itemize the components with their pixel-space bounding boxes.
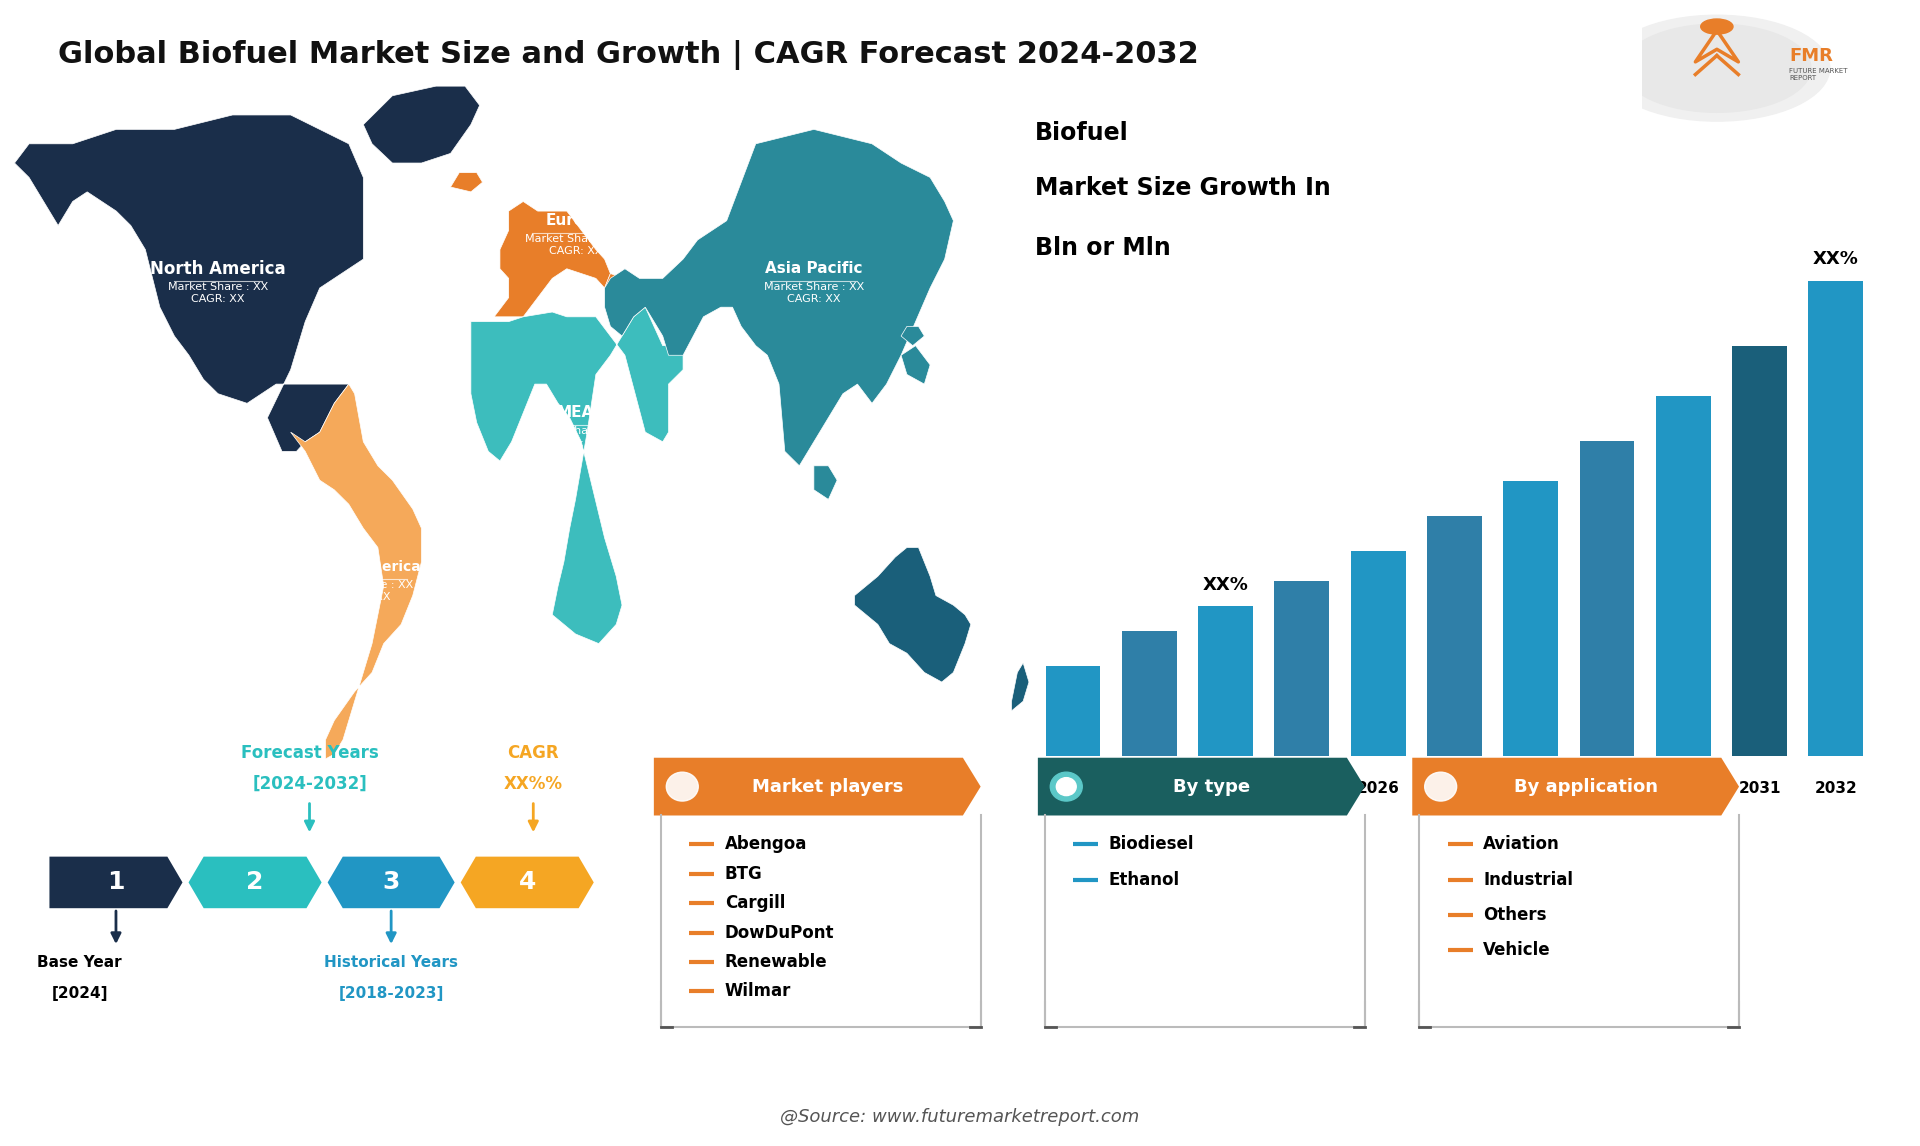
Bar: [1198, 606, 1254, 756]
Text: Others: Others: [1484, 906, 1548, 924]
Text: Forecast Years: Forecast Years: [240, 745, 378, 762]
Polygon shape: [15, 115, 363, 452]
Circle shape: [1050, 772, 1083, 801]
Circle shape: [666, 772, 699, 801]
Text: DowDuPont: DowDuPont: [726, 924, 835, 942]
Text: Market Share : XX
CAGR: XX: Market Share : XX CAGR: XX: [167, 282, 269, 304]
Text: 2025: 2025: [1281, 782, 1323, 796]
Text: Global Biofuel Market Size and Growth | CAGR Forecast 2024-2032: Global Biofuel Market Size and Growth | …: [58, 40, 1198, 70]
Text: FUTURE MARKET
REPORT: FUTURE MARKET REPORT: [1789, 68, 1847, 81]
Bar: [1275, 581, 1329, 756]
Text: 2: 2: [246, 871, 263, 894]
Circle shape: [1603, 15, 1830, 121]
Text: Wilmar: Wilmar: [726, 982, 791, 1000]
Text: Abengoa: Abengoa: [726, 835, 806, 854]
Text: MEA: MEA: [557, 406, 593, 421]
Text: 2027: 2027: [1432, 782, 1476, 796]
Text: Market players: Market players: [753, 778, 904, 795]
Polygon shape: [461, 857, 593, 908]
Bar: [1732, 346, 1788, 756]
Text: North America: North America: [150, 260, 286, 277]
Bar: [1350, 551, 1405, 756]
Text: By application: By application: [1515, 778, 1659, 795]
Polygon shape: [655, 758, 981, 816]
Polygon shape: [814, 465, 837, 500]
Bar: [1503, 481, 1559, 756]
Text: Ethanol: Ethanol: [1110, 871, 1181, 888]
Polygon shape: [900, 327, 924, 346]
Text: Europe: Europe: [545, 213, 605, 228]
Bar: [1121, 631, 1177, 756]
Circle shape: [1056, 778, 1077, 795]
Text: 2026: 2026: [1357, 782, 1400, 796]
Text: @Source: www.futuremarketreport.com: @Source: www.futuremarketreport.com: [780, 1108, 1140, 1127]
Polygon shape: [1039, 758, 1365, 816]
Polygon shape: [900, 346, 929, 384]
Polygon shape: [363, 86, 480, 163]
Polygon shape: [1413, 758, 1740, 816]
Text: 2029: 2029: [1586, 782, 1628, 796]
Text: Bln or Mln: Bln or Mln: [1035, 236, 1171, 260]
Text: Renewable: Renewable: [726, 953, 828, 971]
Text: Vehicle: Vehicle: [1484, 941, 1551, 959]
Text: 2022: 2022: [1052, 782, 1094, 796]
Text: 2031: 2031: [1738, 782, 1780, 796]
Text: CAGR: CAGR: [507, 745, 559, 762]
Bar: [1427, 516, 1482, 756]
Text: Market Share : XX
CAGR: XX: Market Share : XX CAGR: XX: [764, 282, 864, 304]
Text: [2024]: [2024]: [52, 986, 108, 1000]
Text: Base Year: Base Year: [36, 956, 123, 971]
Polygon shape: [1012, 662, 1029, 711]
Text: Industrial: Industrial: [1484, 871, 1572, 888]
Polygon shape: [328, 857, 455, 908]
Text: XX%: XX%: [1812, 251, 1859, 268]
Polygon shape: [451, 173, 482, 191]
Text: Market Share : XX
CAGR: XX: Market Share : XX CAGR: XX: [526, 234, 626, 256]
Text: Asia Pacific: Asia Pacific: [764, 261, 862, 276]
Text: [2024-2032]: [2024-2032]: [252, 775, 367, 793]
Bar: [1655, 397, 1711, 756]
Text: Market Share : XX
CAGR: XX: Market Share : XX CAGR: XX: [313, 580, 413, 602]
Polygon shape: [605, 129, 954, 465]
Text: XX%: XX%: [1202, 575, 1248, 594]
Polygon shape: [50, 857, 182, 908]
Circle shape: [1701, 19, 1734, 34]
Text: 2023: 2023: [1127, 782, 1171, 796]
Polygon shape: [854, 548, 972, 682]
Text: Market Size Growth In: Market Size Growth In: [1035, 176, 1331, 201]
Polygon shape: [290, 384, 422, 759]
Text: 2030: 2030: [1663, 782, 1705, 796]
Polygon shape: [605, 274, 645, 316]
Text: Biodiesel: Biodiesel: [1110, 835, 1194, 854]
Text: 1: 1: [108, 871, 125, 894]
Text: South America: South America: [305, 559, 420, 574]
Bar: [1046, 666, 1100, 756]
Text: Historical Years: Historical Years: [324, 956, 459, 971]
Text: Cargill: Cargill: [726, 894, 785, 912]
Polygon shape: [470, 307, 684, 644]
Text: Market Share : XX
CAGR: XX: Market Share : XX CAGR: XX: [526, 426, 626, 448]
Text: [2018-2023]: [2018-2023]: [338, 986, 444, 1000]
Bar: [1809, 281, 1862, 756]
Text: FMR: FMR: [1789, 47, 1834, 64]
Text: BTG: BTG: [726, 865, 762, 882]
Text: 4: 4: [518, 871, 536, 894]
Circle shape: [1425, 772, 1457, 801]
Polygon shape: [493, 202, 611, 316]
Text: XX%%: XX%%: [503, 775, 563, 793]
Text: 2028: 2028: [1509, 782, 1551, 796]
Text: 2024: 2024: [1204, 782, 1246, 796]
Text: Biofuel: Biofuel: [1035, 121, 1129, 146]
Text: 2032: 2032: [1814, 782, 1857, 796]
Bar: [1580, 441, 1634, 756]
Circle shape: [1622, 24, 1811, 112]
Text: 3: 3: [382, 871, 399, 894]
Text: Aviation: Aviation: [1484, 835, 1561, 854]
Polygon shape: [188, 857, 321, 908]
Text: By type: By type: [1173, 778, 1250, 795]
